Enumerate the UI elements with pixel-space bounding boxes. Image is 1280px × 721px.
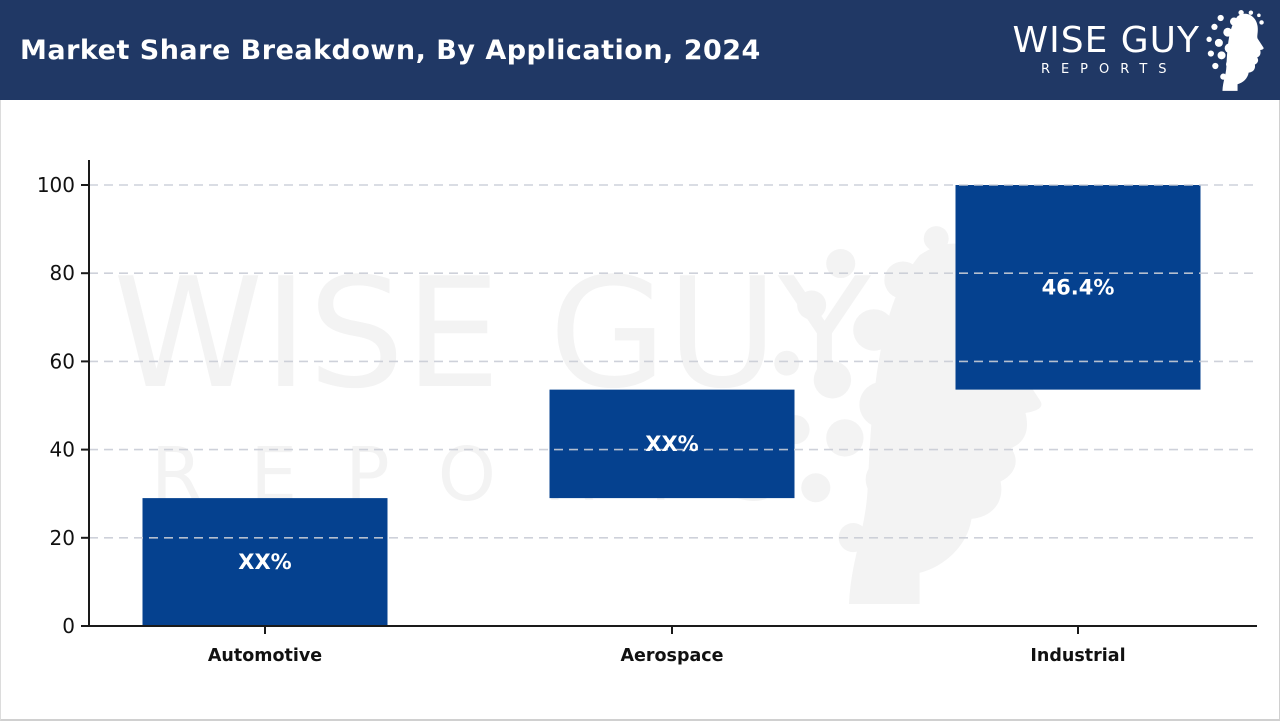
y-tick-label: 80 [50, 261, 75, 285]
x-category-label: Industrial [1030, 646, 1125, 666]
watermark-brand-name: WISE GUY [113, 245, 871, 422]
page-title: Market Share Breakdown, By Application, … [20, 34, 761, 66]
brand-logo: WISE GUY REPORTS [1013, 8, 1267, 92]
y-tick-label: 100 [37, 173, 75, 197]
brand-name: WISE GUY [1012, 20, 1200, 61]
bar-automotive [142, 498, 388, 626]
brand-subtitle: REPORTS [1040, 62, 1178, 77]
bar-value-label: XX% [238, 550, 291, 574]
y-tick-label: 40 [50, 438, 75, 462]
y-tick-label: 20 [50, 526, 75, 550]
bar-industrial [955, 185, 1201, 390]
y-tick-label: 0 [62, 614, 75, 638]
y-tick-label: 60 [50, 349, 75, 373]
x-category-label: Automotive [208, 646, 322, 666]
x-category-label: Aerospace [620, 646, 723, 666]
chart-area: WISE GUY REPORTS XX% XX% 46.4% 0 20 40 60 80 100… [0, 100, 1280, 721]
bar-value-label: 46.4% [1042, 275, 1115, 299]
header-band: Market Share Breakdown, By Application, … [0, 0, 1280, 100]
bar-chart: XX% XX% 46.4% 0 20 40 60 80 100 Automotive Aerospa… [37, 160, 1257, 666]
bar-aerospace [549, 389, 795, 499]
brand-logo-text: WISE GUY REPORTS [1012, 20, 1201, 78]
bar-value-label: XX% [645, 432, 698, 456]
brand-face-icon [1206, 10, 1264, 91]
